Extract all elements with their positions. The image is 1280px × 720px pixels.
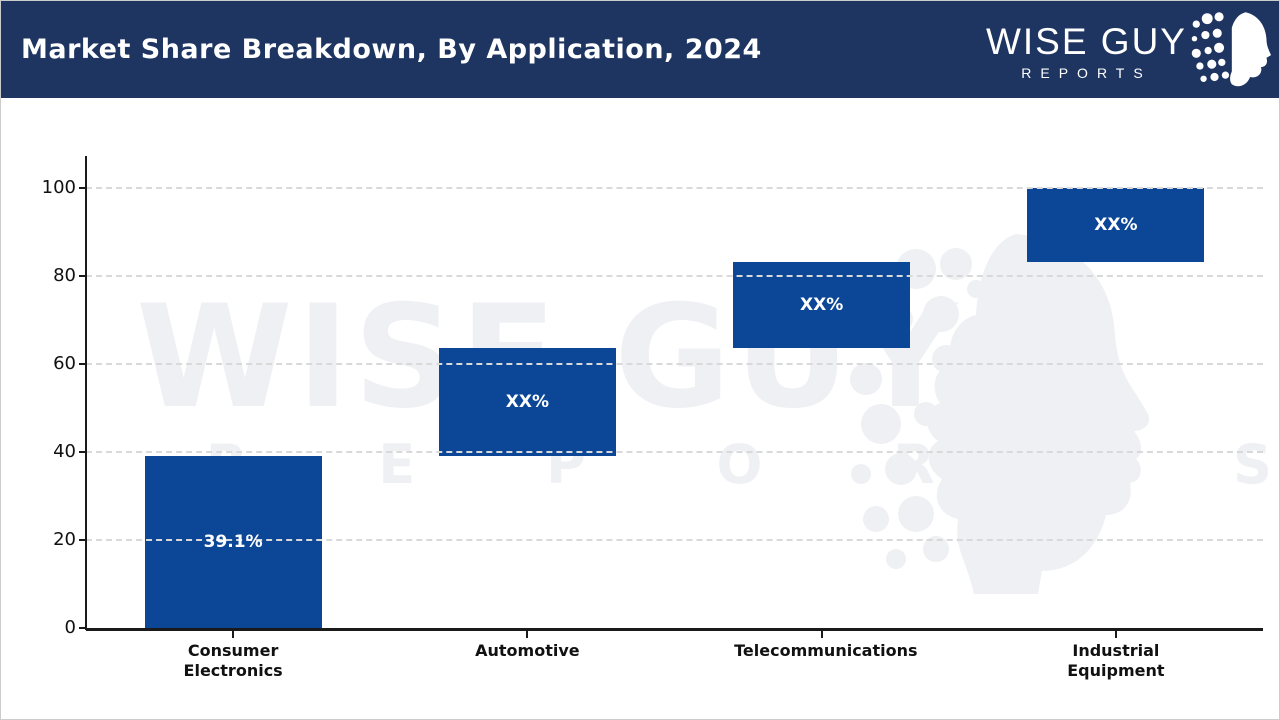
page-title: Market Share Breakdown, By Application, … [21, 34, 762, 65]
bar-value-label: XX% [1094, 214, 1138, 235]
y-tick-mark [79, 275, 86, 277]
gridline-y60 [86, 363, 1263, 365]
y-tick-label: 20 [53, 529, 76, 550]
bar-value-label: XX% [800, 295, 844, 316]
bar-industrial-equipment [1027, 188, 1205, 262]
y-tick-mark [79, 187, 86, 189]
y-tick-mark [79, 451, 86, 453]
logo-text: WISE GUY REPORTS [985, 20, 1187, 81]
logo-subtitle: REPORTS [1021, 64, 1152, 81]
x-tick-mark [232, 630, 235, 638]
x-tick-mark [1114, 630, 1117, 638]
bar-automotive [438, 348, 616, 456]
y-tick-label: 0 [64, 617, 76, 638]
x-category-label: Industrial Equipment [1067, 641, 1165, 680]
y-tick-label: 40 [53, 441, 76, 462]
wiseguy-logo: WISE GUY REPORTS [986, 7, 1271, 95]
gridline-y40 [86, 451, 1263, 453]
x-axis-line [86, 628, 1263, 631]
bar-consumer-electronics [144, 455, 322, 628]
x-category-label: Consumer Electronics [183, 641, 283, 680]
x-tick-mark [820, 630, 823, 638]
y-tick-label: 80 [53, 265, 76, 286]
logo-face-icon [1191, 12, 1271, 87]
x-tick-mark [526, 630, 529, 638]
gridline-y100 [86, 187, 1263, 189]
y-tick-mark [79, 539, 86, 541]
x-category-label: Telecommunications [734, 641, 918, 660]
x-category-label: Automotive [475, 641, 580, 660]
y-tick-label: 100 [41, 177, 76, 198]
header-bar: Market Share Breakdown, By Application, … [1, 1, 1279, 98]
y-tick-mark [79, 363, 86, 365]
gridline-y80 [86, 275, 1263, 277]
y-tick-mark [79, 627, 86, 629]
bar-value-label: 39.1% [203, 531, 263, 552]
y-tick-label: 60 [53, 353, 76, 374]
watermark-face-icon [850, 234, 1150, 594]
gridline-y20 [86, 539, 1263, 541]
logo-wordmark: WISE GUY [985, 20, 1187, 62]
bar-value-label: XX% [505, 392, 549, 413]
y-axis-line [85, 156, 87, 630]
